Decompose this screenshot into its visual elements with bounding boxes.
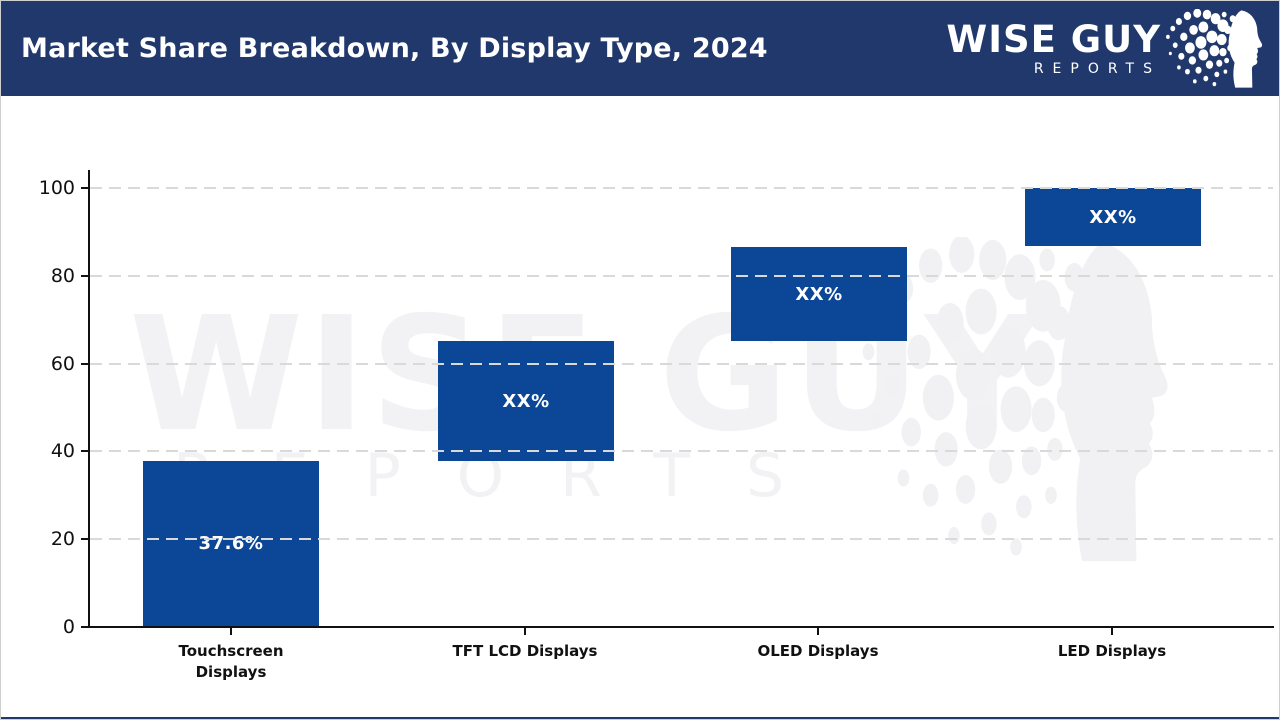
x-category-label-led: LED Displays — [1057, 642, 1167, 660]
bar-value-label: 37.6% — [198, 533, 264, 554]
y-tick-mark — [81, 538, 89, 540]
x-category-label-tft-lcd: TFT LCD Displays — [452, 642, 598, 660]
x-category-label-oled: OLED Displays — [757, 642, 879, 660]
logo-wordmark-line1: WISE GUY — [946, 17, 1161, 61]
bar-value-label: XX% — [502, 390, 550, 412]
y-tick-mark — [81, 363, 89, 365]
wiseguy-logo: WISE GUY REPORTS — [946, 8, 1267, 89]
bar-oled-displays: XX% — [731, 247, 907, 341]
bar-tft-lcd-displays: XX% — [438, 341, 614, 461]
x-tick-mark — [524, 628, 526, 635]
bar-value-label: XX% — [1089, 206, 1137, 228]
y-tick-label-100: 100 — [38, 177, 75, 199]
bar-touchscreen-displays: 37.6% — [143, 461, 319, 626]
logo-wordmark-line2: REPORTS — [1033, 60, 1161, 77]
y-tick-label-60: 60 — [50, 353, 75, 375]
footer-band — [1, 717, 1279, 719]
x-tick-mark — [230, 628, 232, 635]
y-tick-mark — [81, 626, 89, 628]
x-category-label-touchscreen: Touchscreen Displays — [178, 642, 284, 681]
y-tick-label-0: 0 — [62, 616, 75, 638]
gridline-80 — [90, 275, 1273, 277]
x-tick-mark — [817, 628, 819, 635]
bar-value-label: XX% — [795, 283, 843, 305]
logo-wordmark: WISE GUY REPORTS — [946, 17, 1161, 77]
x-axis-line — [88, 626, 1274, 628]
x-tick-mark — [1111, 628, 1113, 635]
y-tick-mark — [81, 275, 89, 277]
gridline-20 — [90, 538, 1273, 540]
y-tick-mark — [81, 187, 89, 189]
gridline-40 — [90, 450, 1273, 452]
header-band: Market Share Breakdown, By Display Type,… — [1, 1, 1279, 96]
gridline-60 — [90, 363, 1273, 365]
page-title: Market Share Breakdown, By Display Type,… — [21, 33, 768, 64]
y-tick-label-80: 80 — [50, 265, 75, 287]
logo-head-icon — [1166, 8, 1263, 88]
gridline-100 — [90, 187, 1273, 189]
bar-led-displays: XX% — [1025, 188, 1201, 246]
y-tick-mark — [81, 450, 89, 452]
y-tick-label-40: 40 — [50, 440, 75, 462]
y-tick-label-20: 20 — [50, 528, 75, 550]
y-axis-line — [88, 170, 90, 628]
